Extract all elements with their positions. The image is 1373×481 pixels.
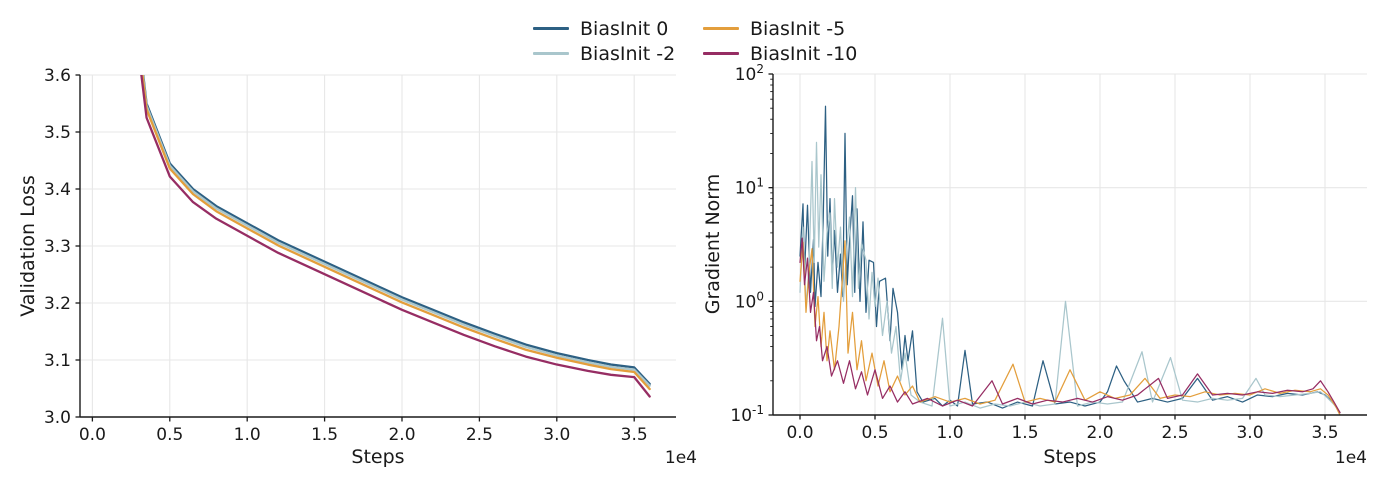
right-chart-series (799, 105, 1341, 415)
left-x-axis-label: Steps (288, 446, 468, 468)
left-y-axis-label-text: Validation Loss (17, 175, 39, 317)
left-x-tick-label: 1.5 (311, 425, 338, 445)
right-chart: 0.0 0.5 1.0 1.5 2.0 2.5 3.0 3.5 10-1 100 101 102 (730, 62, 1367, 443)
series-line-biasinit--5 (799, 240, 1341, 415)
left-y-tick-label: 3.2 (44, 294, 71, 314)
left-x-axis-label-text: Steps (351, 446, 405, 468)
right-x-axis-label: Steps (980, 446, 1160, 468)
right-x-axis-offset: 1e4 (1297, 448, 1367, 468)
left-x-axis-offset: 1e4 (627, 448, 697, 468)
left-y-tick-label: 3.4 (44, 180, 71, 200)
series-line-biasinit--5 (141, 75, 651, 391)
left-x-tick-label: 0.5 (156, 425, 183, 445)
series-line-biasinit-0 (142, 75, 651, 386)
right-y-tick-label: 10-1 (730, 403, 764, 426)
right-x-tick-label: 3.5 (1311, 423, 1338, 443)
right-x-tick-label: 0.5 (861, 423, 888, 443)
left-y-tick-label: 3.6 (44, 66, 71, 86)
series-line-biasinit-0 (799, 105, 1341, 414)
left-y-tick-label: 3.0 (44, 408, 71, 428)
right-x-tick-label: 3.0 (1236, 423, 1263, 443)
right-chart-minor-ticks (770, 78, 773, 382)
series-line-biasinit--10 (140, 75, 651, 398)
right-x-tick-label: 2.5 (1161, 423, 1188, 443)
right-chart-gridlines (773, 73, 1367, 416)
left-y-tick-label: 3.3 (44, 237, 71, 257)
right-chart-tick-labels: 0.0 0.5 1.0 1.5 2.0 2.5 3.0 3.5 10-1 100 101 102 (730, 62, 1338, 443)
left-x-tick-label: 2.0 (388, 425, 415, 445)
left-x-tick-label: 1.0 (234, 425, 261, 445)
series-line-biasinit--2 (141, 75, 651, 387)
right-x-tick-label: 1.5 (1011, 423, 1038, 443)
left-chart-series (140, 75, 651, 398)
left-chart-ticks (75, 74, 635, 422)
left-x-tick-label: 3.0 (543, 425, 570, 445)
right-y-axis-label-text: Gradient Norm (702, 173, 724, 315)
left-chart-tick-labels: 0.0 0.5 1.0 1.5 2.0 2.5 3.0 3.5 3.0 3.1 3.2 3.3 3.4 3… (44, 66, 648, 445)
right-y-tick-label: 100 (735, 289, 764, 312)
left-y-axis-label: Validation Loss (16, 136, 40, 356)
right-y-tick-label: 101 (735, 176, 764, 199)
series-line-biasinit--10 (799, 237, 1341, 414)
left-x-tick-label: 0.0 (79, 425, 106, 445)
series-line-biasinit--2 (799, 141, 1341, 415)
left-x-axis-offset-text: 1e4 (664, 448, 697, 468)
left-y-tick-label: 3.5 (44, 123, 71, 143)
left-x-tick-label: 3.5 (621, 425, 648, 445)
right-x-axis-label-text: Steps (1043, 446, 1097, 468)
left-chart-gridlines (80, 74, 676, 418)
right-y-axis-label: Gradient Norm (701, 134, 725, 354)
left-chart: 0.0 0.5 1.0 1.5 2.0 2.5 3.0 3.5 3.0 3.1 3.2 3.3 3.4 3… (44, 66, 676, 445)
left-y-tick-label: 3.1 (44, 351, 71, 371)
right-y-tick-label: 102 (735, 62, 764, 85)
right-x-tick-label: 1.0 (936, 423, 963, 443)
right-x-tick-label: 0.0 (786, 423, 813, 443)
right-chart-ticks (768, 73, 1326, 420)
right-x-axis-offset-text: 1e4 (1334, 448, 1367, 468)
right-chart-spines (772, 74, 1367, 416)
left-x-tick-label: 2.5 (466, 425, 493, 445)
right-x-tick-label: 2.0 (1086, 423, 1113, 443)
